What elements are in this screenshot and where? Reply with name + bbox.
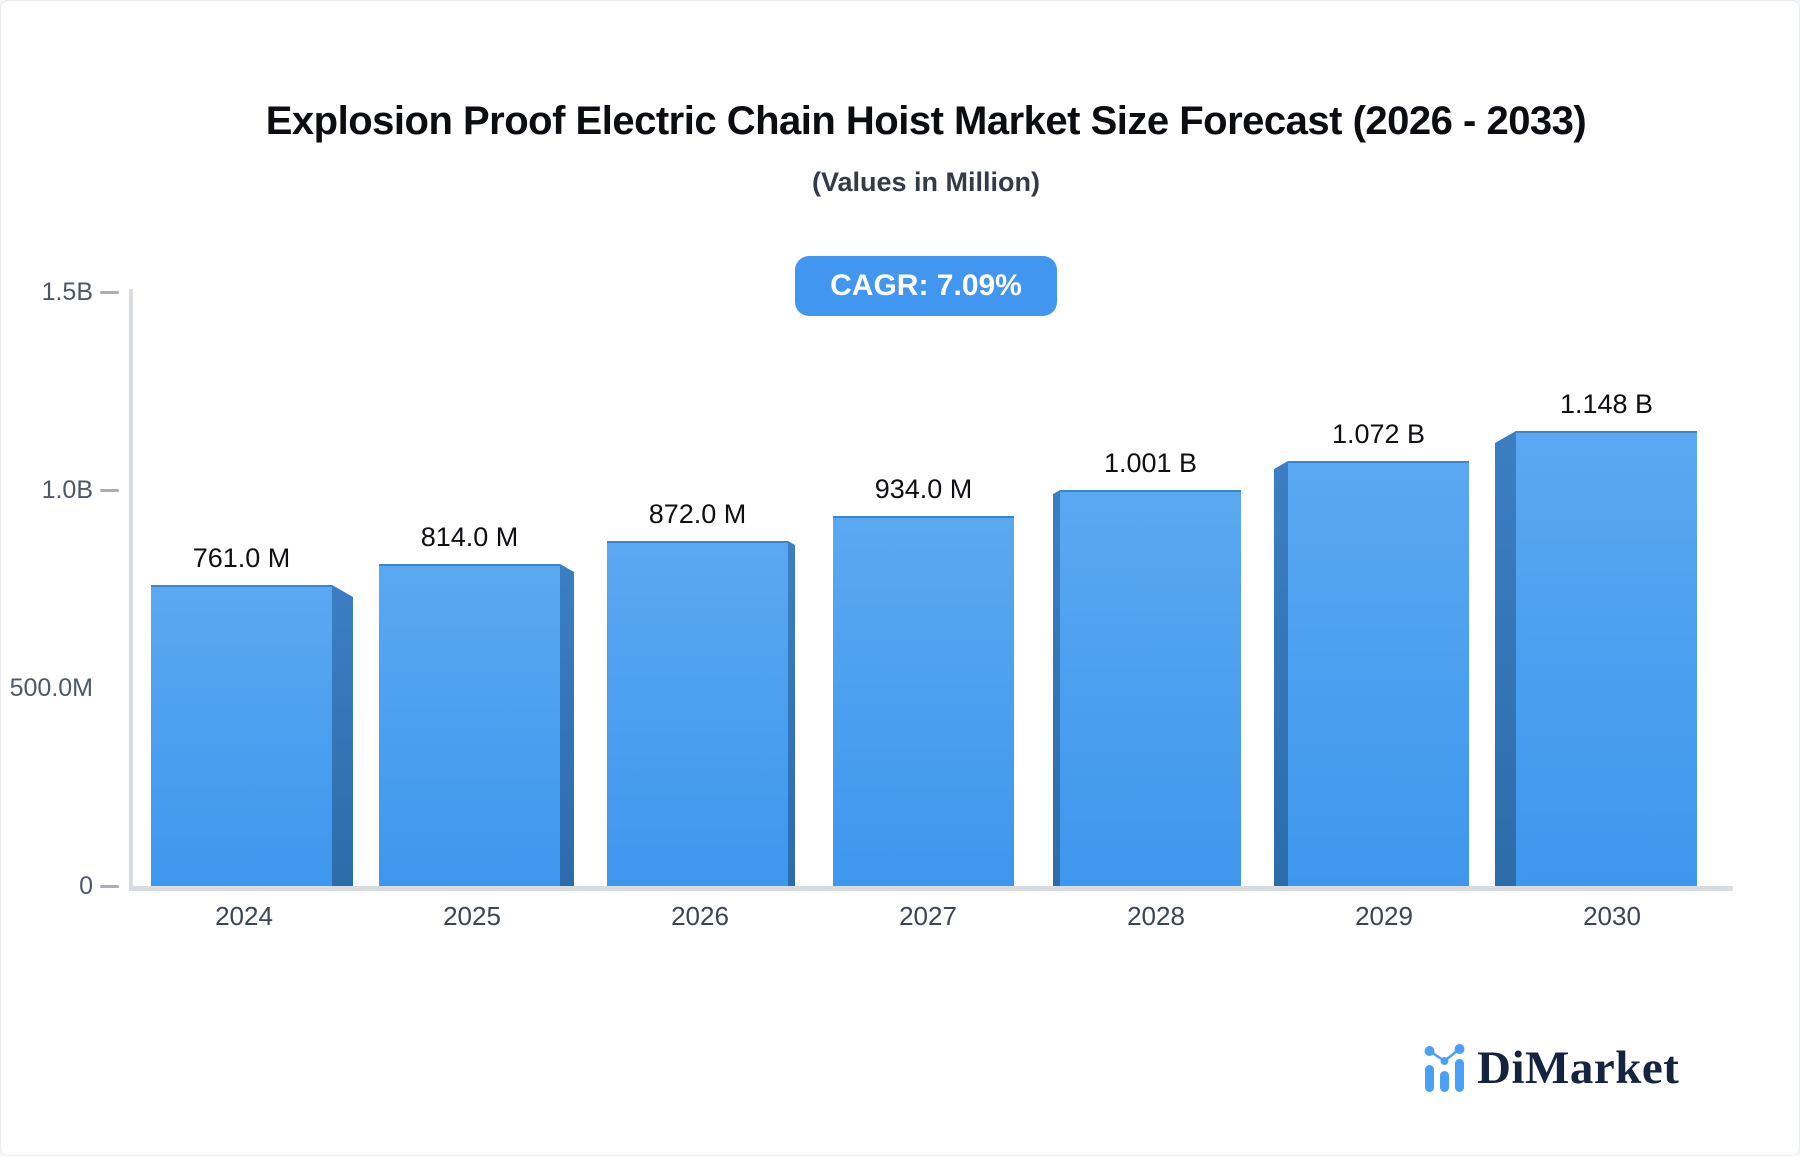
y-tick-label: 1.5B (41, 278, 93, 306)
bar-2026 (607, 541, 788, 886)
bar-side-face (560, 564, 574, 886)
bar-value-label: 872.0 M (648, 499, 747, 529)
y-tick-dash (100, 291, 119, 294)
bar-2025 (379, 564, 560, 886)
y-tick-label: 0 (79, 872, 93, 900)
y-axis-line (129, 289, 133, 891)
x-axis-label: 2025 (443, 901, 501, 931)
bar-value-label: 1.072 B (1331, 419, 1426, 449)
logo-chart-icon (1424, 1044, 1465, 1092)
y-tick-dash (100, 885, 119, 888)
y-tick-dash (100, 489, 119, 492)
chart-subtitle: (Values in Million) (811, 167, 1041, 197)
x-axis-label: 2028 (1127, 901, 1185, 931)
bar-2029 (1288, 461, 1469, 886)
x-axis-label: 2024 (215, 901, 273, 931)
chart-title: Explosion Proof Electric Chain Hoist Mar… (265, 99, 1587, 143)
bar-2027 (833, 516, 1014, 886)
bar-side-face (1495, 431, 1516, 886)
bar-side-face (332, 585, 353, 886)
bar-side-face (788, 541, 795, 886)
x-axis-label: 2027 (899, 901, 957, 931)
bar-2028 (1060, 490, 1241, 886)
bar-value-label: 761.0 M (192, 543, 291, 573)
x-axis-label: 2026 (671, 901, 729, 931)
cagr-badge: CAGR: 7.09% (795, 256, 1057, 316)
logo-text: DiMarket (1477, 1042, 1680, 1094)
y-tick-label: 1.0B (41, 476, 93, 504)
dimarket-logo: DiMarket (1423, 1041, 1679, 1095)
bar-side-face (1274, 461, 1288, 886)
y-tick-label: 500.0M (9, 674, 93, 702)
bar-value-label: 1.001 B (1103, 448, 1198, 478)
bar-value-label: 1.148 B (1559, 389, 1654, 419)
bar-2024 (151, 585, 332, 886)
bar-value-label: 934.0 M (874, 474, 973, 504)
badge-row: CAGR: 7.09% (131, 256, 1721, 316)
x-axis-label: 2029 (1355, 901, 1413, 931)
bar-side-face (1053, 490, 1060, 886)
bar-value-label: 814.0 M (420, 522, 519, 552)
x-axis-line (129, 886, 1733, 891)
bar-2030 (1516, 431, 1697, 886)
x-axis-label: 2030 (1583, 901, 1641, 931)
